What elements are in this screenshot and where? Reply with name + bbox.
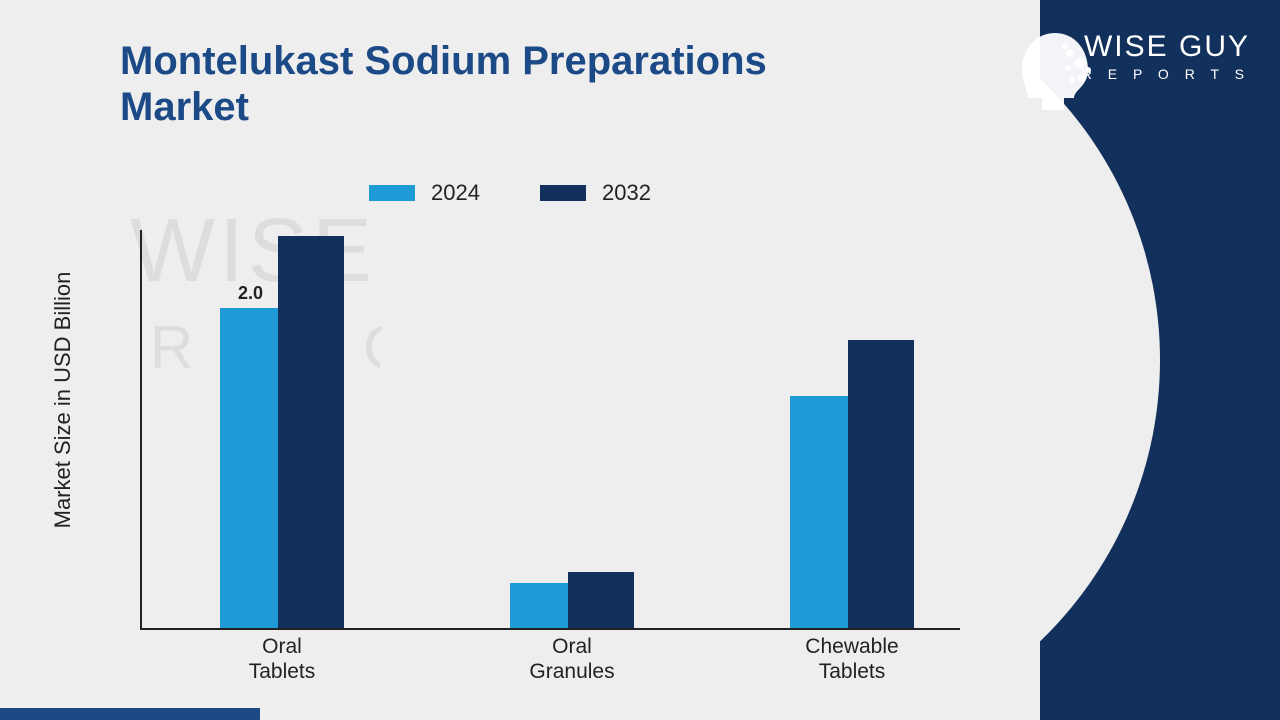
legend-label: 2032	[602, 180, 651, 206]
legend-label: 2024	[431, 180, 480, 206]
legend-swatch	[369, 185, 415, 201]
brand-line2: R E P O R T S	[1082, 66, 1250, 82]
bar	[510, 583, 576, 628]
y-axis-label: Market Size in USD Billion	[50, 170, 76, 630]
bar-group: ChewableTablets	[762, 340, 942, 628]
bar-group: OralGranules	[482, 572, 662, 628]
brand-head-icon	[1010, 28, 1100, 118]
x-axis-label: ChewableTablets	[762, 628, 942, 684]
bar	[278, 236, 344, 628]
bar	[790, 396, 856, 628]
x-axis-label: OralTablets	[192, 628, 372, 684]
bar	[568, 572, 634, 628]
bar	[220, 308, 286, 628]
footer-accent-bar	[0, 708, 260, 720]
bar-value-label: 2.0	[238, 283, 263, 304]
main-area: Montelukast Sodium Preparations Market M…	[0, 0, 1040, 720]
x-axis-label: OralGranules	[482, 628, 662, 684]
bar	[848, 340, 914, 628]
chart: Market Size in USD Billion 20242032 Oral…	[100, 170, 980, 690]
legend-swatch	[540, 185, 586, 201]
chart-title: Montelukast Sodium Preparations Market	[120, 38, 860, 130]
brand-line1: WISE GUY	[1082, 30, 1250, 64]
legend-item: 2024	[369, 180, 480, 206]
bar-group: OralTablets	[192, 236, 372, 628]
legend: 2024 2032	[100, 180, 920, 206]
brand-logo: WISE GUY R E P O R T S	[1082, 30, 1250, 82]
plot-area: OralTablets OralGranules ChewableTablets 2.…	[140, 230, 960, 630]
legend-item: 2032	[540, 180, 651, 206]
